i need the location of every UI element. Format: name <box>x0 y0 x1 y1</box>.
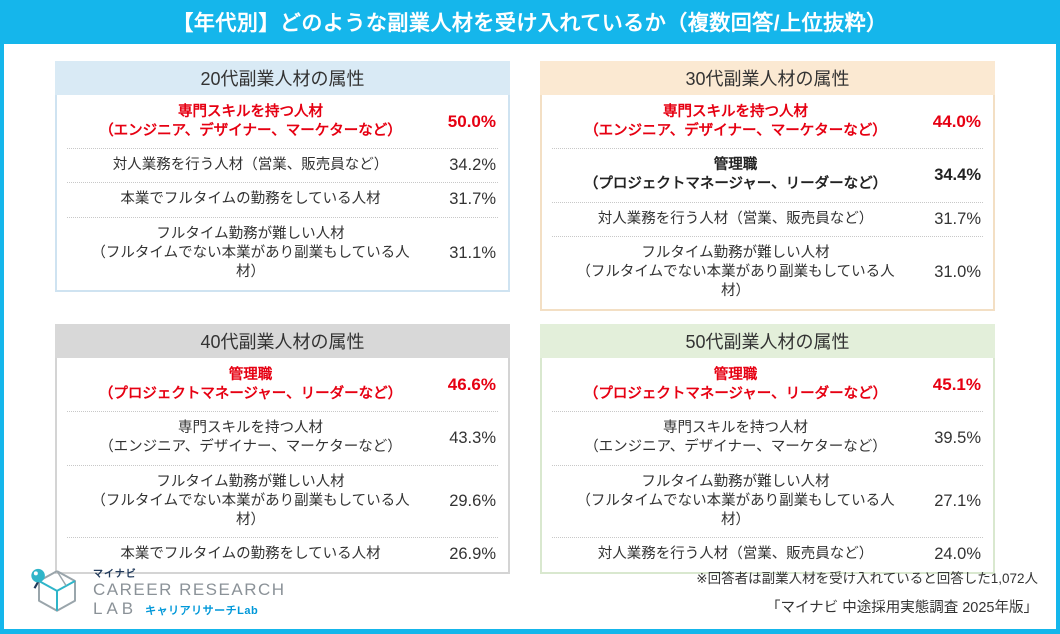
row-label: 対人業務を行う人材（営業、販売員など） <box>112 157 389 174</box>
row-label: 対人業務を行う人材（営業、販売員など） <box>597 210 874 227</box>
table-row: 専門スキルを持つ人材 （エンジニア、デザイナー、マーケターなど） 43.3% <box>67 412 498 466</box>
row-value: 50.0% <box>447 112 496 132</box>
panel-40s: 40代副業人材の属性 管理職 （プロジェクトマネージャー、リーダーなど） 46.… <box>55 324 510 574</box>
row-value: 26.9% <box>449 544 496 563</box>
table-row: 対人業務を行う人材（営業、販売員など） 24.0% <box>552 538 983 571</box>
career-research-lab-logo: マイナビ CAREER RESEARCH LAB キャリアリサーチLab <box>30 563 286 622</box>
panel-30s: 30代副業人材の属性 専門スキルを持つ人材 （エンジニア、デザイナー、マーケター… <box>540 61 995 311</box>
row-value: 24.0% <box>934 544 981 563</box>
row-label: 管理職 （プロジェクトマネージャー、リーダーなど） <box>98 367 403 403</box>
logo-line1: CAREER RESEARCH <box>93 579 286 599</box>
table-row: 専門スキルを持つ人材 （エンジニア、デザイナー、マーケターなど） 50.0% <box>67 96 498 150</box>
row-value: 31.7% <box>934 209 981 228</box>
row-value: 31.7% <box>449 190 496 209</box>
table-row: フルタイム勤務が難しい人材 （フルタイムでない本業があり副業もしている人 材） … <box>552 466 983 538</box>
row-value: 31.1% <box>449 243 496 262</box>
table-row: フルタイム勤務が難しい人材 （フルタイムでない本業があり副業もしている人 材） … <box>67 466 498 538</box>
panel-50s-title: 50代副業人材の属性 <box>540 324 995 358</box>
table-row: フルタイム勤務が難しい人材 （フルタイムでない本業があり副業もしている人 材） … <box>552 237 983 308</box>
row-value: 34.4% <box>934 165 981 184</box>
table-row: 本業でフルタイムの勤務をしている人材 26.9% <box>67 538 498 571</box>
panel-20s: 20代副業人材の属性 専門スキルを持つ人材 （エンジニア、デザイナー、マーケター… <box>55 61 510 311</box>
row-value: 39.5% <box>934 428 981 447</box>
row-label: 管理職 （プロジェクトマネージャー、リーダーなど） <box>583 157 888 193</box>
row-label: 専門スキルを持つ人材 （エンジニア、デザイナー、マーケターなど） <box>584 104 887 140</box>
panels-grid: 20代副業人材の属性 専門スキルを持つ人材 （エンジニア、デザイナー、マーケター… <box>4 44 1056 574</box>
career-research-lab-logo-icon <box>30 563 84 622</box>
row-label: フルタイム勤務が難しい人材 （フルタイムでない本業があり副業もしている人 材） <box>91 473 410 528</box>
panel-40s-title: 40代副業人材の属性 <box>55 324 510 358</box>
row-label: 対人業務を行う人材（営業、販売員など） <box>597 545 874 562</box>
panel-20s-title: 20代副業人材の属性 <box>55 61 510 95</box>
row-value: 27.1% <box>934 491 981 510</box>
row-label: フルタイム勤務が難しい人材 （フルタイムでない本業があり副業もしている人 材） <box>91 225 410 280</box>
row-label: フルタイム勤務が難しい人材 （フルタイムでない本業があり副業もしている人 材） <box>576 244 895 299</box>
table-row: 管理職 （プロジェクトマネージャー、リーダーなど） 34.4% <box>552 149 983 203</box>
row-value: 29.6% <box>449 491 496 510</box>
row-label: 専門スキルを持つ人材 （エンジニア、デザイナー、マーケターなど） <box>99 420 402 456</box>
table-row: 対人業務を行う人材（営業、販売員など） 31.7% <box>552 203 983 237</box>
row-value: 34.2% <box>449 156 496 175</box>
source-note: 「マイナビ 中途採用実態調査 2025年版」 <box>765 600 1038 616</box>
row-value: 45.1% <box>932 375 981 395</box>
row-label: 管理職 （プロジェクトマネージャー、リーダーなど） <box>583 367 888 403</box>
row-value: 46.6% <box>447 375 496 395</box>
logo-text: マイナビ CAREER RESEARCH LAB キャリアリサーチLab <box>93 565 286 620</box>
row-label: 専門スキルを持つ人材 （エンジニア、デザイナー、マーケターなど） <box>584 420 887 456</box>
row-label: 本業でフルタイムの勤務をしている人材 <box>120 191 381 208</box>
footer: マイナビ CAREER RESEARCH LAB キャリアリサーチLab ※回答者… <box>4 561 1056 629</box>
panel-40s-body: 管理職 （プロジェクトマネージャー、リーダーなど） 46.6% 専門スキルを持つ… <box>55 358 510 574</box>
row-value: 43.3% <box>449 428 496 447</box>
table-row: 管理職 （プロジェクトマネージャー、リーダーなど） 45.1% <box>552 359 983 413</box>
row-label: フルタイム勤務が難しい人材 （フルタイムでない本業があり副業もしている人 材） <box>576 473 895 528</box>
table-row: 専門スキルを持つ人材 （エンジニア、デザイナー、マーケターなど） 39.5% <box>552 412 983 466</box>
table-row: 対人業務を行う人材（営業、販売員など） 34.2% <box>67 149 498 184</box>
panel-30s-title: 30代副業人材の属性 <box>540 61 995 95</box>
table-row: 管理職 （プロジェクトマネージャー、リーダーなど） 46.6% <box>67 359 498 413</box>
panel-30s-body: 専門スキルを持つ人材 （エンジニア、デザイナー、マーケターなど） 44.0% 管… <box>540 95 995 311</box>
row-label: 専門スキルを持つ人材 （エンジニア、デザイナー、マーケターなど） <box>99 104 402 140</box>
row-value: 44.0% <box>932 112 981 132</box>
logo-subtitle: キャリアリサーチLab <box>145 605 259 618</box>
row-value: 31.0% <box>934 262 981 281</box>
footnotes: ※回答者は副業人材を受け入れていると回答した1,072人 「マイナビ 中途採用実… <box>696 567 1038 617</box>
table-row: フルタイム勤務が難しい人材 （フルタイムでない本業があり副業もしている人 材） … <box>67 218 498 289</box>
logo-line2: LAB <box>93 599 138 619</box>
panel-50s-body: 管理職 （プロジェクトマネージャー、リーダーなど） 45.1% 専門スキルを持つ… <box>540 358 995 574</box>
panel-50s: 50代副業人材の属性 管理職 （プロジェクトマネージャー、リーダーなど） 45.… <box>540 324 995 574</box>
page-title: 【年代別】どのような副業人材を受け入れているか（複数回答/上位抜粋） <box>4 0 1056 44</box>
table-row: 本業でフルタイムの勤務をしている人材 31.7% <box>67 183 498 218</box>
table-row: 専門スキルを持つ人材 （エンジニア、デザイナー、マーケターなど） 44.0% <box>552 96 983 150</box>
respondents-note: ※回答者は副業人材を受け入れていると回答した1,072人 <box>696 571 1038 586</box>
panel-20s-body: 専門スキルを持つ人材 （エンジニア、デザイナー、マーケターなど） 50.0% 対… <box>55 95 510 292</box>
logo-brand: マイナビ <box>93 568 137 580</box>
row-label: 本業でフルタイムの勤務をしている人材 <box>120 545 381 562</box>
